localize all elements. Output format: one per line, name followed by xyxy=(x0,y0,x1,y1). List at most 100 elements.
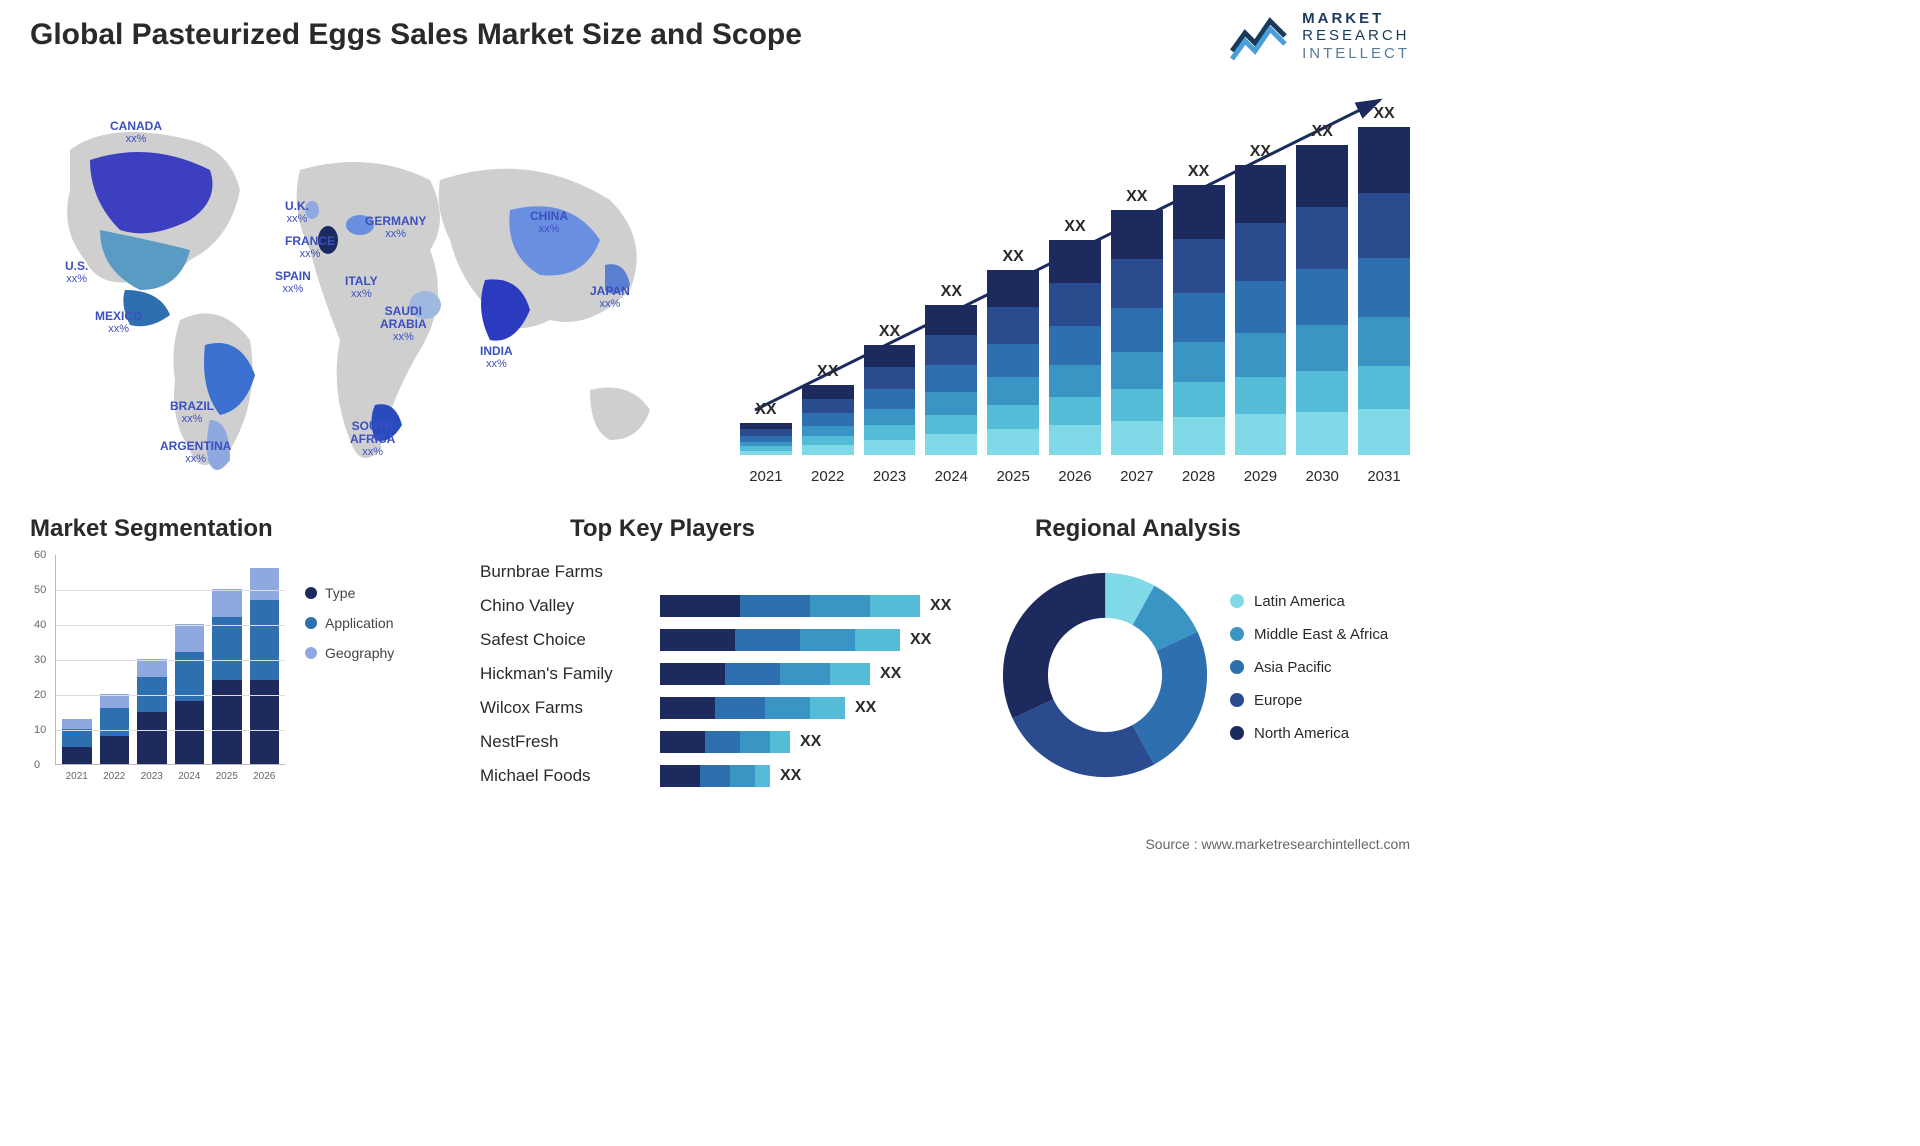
y-axis-label: 10 xyxy=(34,724,46,736)
y-axis-label: 60 xyxy=(34,549,46,561)
key-player-value: XX xyxy=(800,733,821,751)
seg-bar-segment xyxy=(100,694,130,708)
legend-item: Geography xyxy=(305,645,394,661)
map-label: ARGENTINAxx% xyxy=(160,440,231,465)
brand-logo: MARKET RESEARCH INTELLECT xyxy=(1230,10,1410,62)
legend-label: Middle East & Africa xyxy=(1254,626,1388,643)
bar-segment xyxy=(987,270,1039,307)
legend-item: Latin America xyxy=(1230,593,1388,610)
legend-dot-icon xyxy=(305,617,317,629)
bar-segment xyxy=(1049,425,1101,455)
key-player-bar xyxy=(660,765,770,787)
bar-segment xyxy=(1358,258,1410,317)
bar-value-label: XX xyxy=(1064,218,1085,236)
map-label: U.S.xx% xyxy=(65,260,88,285)
key-player-value: XX xyxy=(880,665,901,683)
bar-value-label: XX xyxy=(1126,188,1147,206)
seg-bar-segment xyxy=(137,677,167,712)
bar-segment xyxy=(987,429,1039,455)
legend-label: Asia Pacific xyxy=(1254,659,1332,676)
bar-segment xyxy=(1173,417,1225,455)
bar-segment xyxy=(1358,317,1410,366)
seg-bar: 2024 xyxy=(175,624,205,764)
logo-mark-icon xyxy=(1230,11,1290,61)
bar-segment xyxy=(925,365,977,392)
key-player-name: Wilcox Farms xyxy=(480,698,660,718)
bar-segment xyxy=(987,344,1039,377)
kp-bar-segment xyxy=(660,731,705,753)
bar-segment xyxy=(1111,389,1163,421)
bar-value-label: XX xyxy=(879,323,900,341)
key-player-value: XX xyxy=(930,597,951,615)
seg-bar-segment xyxy=(250,568,280,600)
key-player-row: Hickman's FamilyXX xyxy=(480,660,980,688)
key-player-row: Michael Foods XX xyxy=(480,762,980,790)
section-heading-key-players: Top Key Players xyxy=(570,515,755,543)
bar-segment xyxy=(1358,366,1410,409)
legend-dot-icon xyxy=(1230,660,1244,674)
seg-year-label: 2025 xyxy=(212,771,242,782)
bar-segment xyxy=(925,415,977,435)
bar-segment xyxy=(1049,365,1101,397)
logo-line3: INTELLECT xyxy=(1302,45,1410,62)
legend-item: North America xyxy=(1230,725,1388,742)
bar-segment xyxy=(925,335,977,365)
bar-segment xyxy=(802,445,854,455)
legend-dot-icon xyxy=(1230,594,1244,608)
bar-value-label: XX xyxy=(755,401,776,419)
seg-bar: 2026 xyxy=(250,568,280,764)
kp-bar-segment xyxy=(715,697,765,719)
kp-bar-segment xyxy=(740,595,810,617)
bar-segment xyxy=(925,392,977,415)
source-attribution: Source : www.marketresearchintellect.com xyxy=(1145,836,1410,852)
bar-value-label: XX xyxy=(1373,105,1394,123)
regional-donut-chart: Latin America Middle East & Africa Asia Pa… xyxy=(1000,555,1420,795)
bar-segment xyxy=(1358,409,1410,455)
year-label: 2026 xyxy=(1049,468,1101,485)
bar-column: XX xyxy=(740,401,792,455)
seg-bar-segment xyxy=(100,708,130,736)
legend-item: Europe xyxy=(1230,692,1388,709)
bar-segment xyxy=(925,305,977,335)
seg-bar-segment xyxy=(62,729,92,747)
bar-column: XX xyxy=(987,248,1039,455)
year-label: 2022 xyxy=(802,468,854,485)
seg-bar: 2021 xyxy=(62,719,92,765)
map-label: SAUDIARABIAxx% xyxy=(380,305,427,343)
seg-bar-segment xyxy=(250,600,280,681)
bar-segment xyxy=(1235,377,1287,415)
bar-segment xyxy=(1111,259,1163,308)
legend-label: Europe xyxy=(1254,692,1302,709)
map-label: ITALYxx% xyxy=(345,275,378,300)
bar-segment xyxy=(802,385,854,399)
seg-bar-segment xyxy=(175,701,205,764)
kp-bar-segment xyxy=(770,731,790,753)
kp-bar-segment xyxy=(765,697,810,719)
bar-segment xyxy=(1049,283,1101,326)
key-player-row: NestFreshXX xyxy=(480,728,980,756)
bar-column: XX xyxy=(1358,105,1410,455)
key-player-name: Michael Foods xyxy=(480,766,660,786)
bar-segment xyxy=(1173,382,1225,417)
kp-bar-segment xyxy=(660,765,700,787)
seg-bar-segment xyxy=(212,617,242,680)
year-label: 2021 xyxy=(740,468,792,485)
kp-bar-segment xyxy=(730,765,755,787)
bar-segment xyxy=(1358,127,1410,193)
kp-bar-segment xyxy=(800,629,855,651)
key-player-value: XX xyxy=(780,767,801,785)
seg-bar-segment xyxy=(212,589,242,617)
bar-segment xyxy=(802,436,854,445)
map-label: CANADAxx% xyxy=(110,120,162,145)
legend-label: North America xyxy=(1254,725,1349,742)
map-label: BRAZILxx% xyxy=(170,400,214,425)
bar-value-label: XX xyxy=(1002,248,1023,266)
bar-segment xyxy=(1235,333,1287,377)
key-player-row: Safest ChoiceXX xyxy=(480,626,980,654)
seg-bar-segment xyxy=(62,719,92,730)
bar-segment xyxy=(987,405,1039,429)
bar-segment xyxy=(1296,412,1348,455)
kp-bar-segment xyxy=(810,697,845,719)
seg-bar-segment xyxy=(175,624,205,652)
map-label: GERMANYxx% xyxy=(365,215,426,240)
